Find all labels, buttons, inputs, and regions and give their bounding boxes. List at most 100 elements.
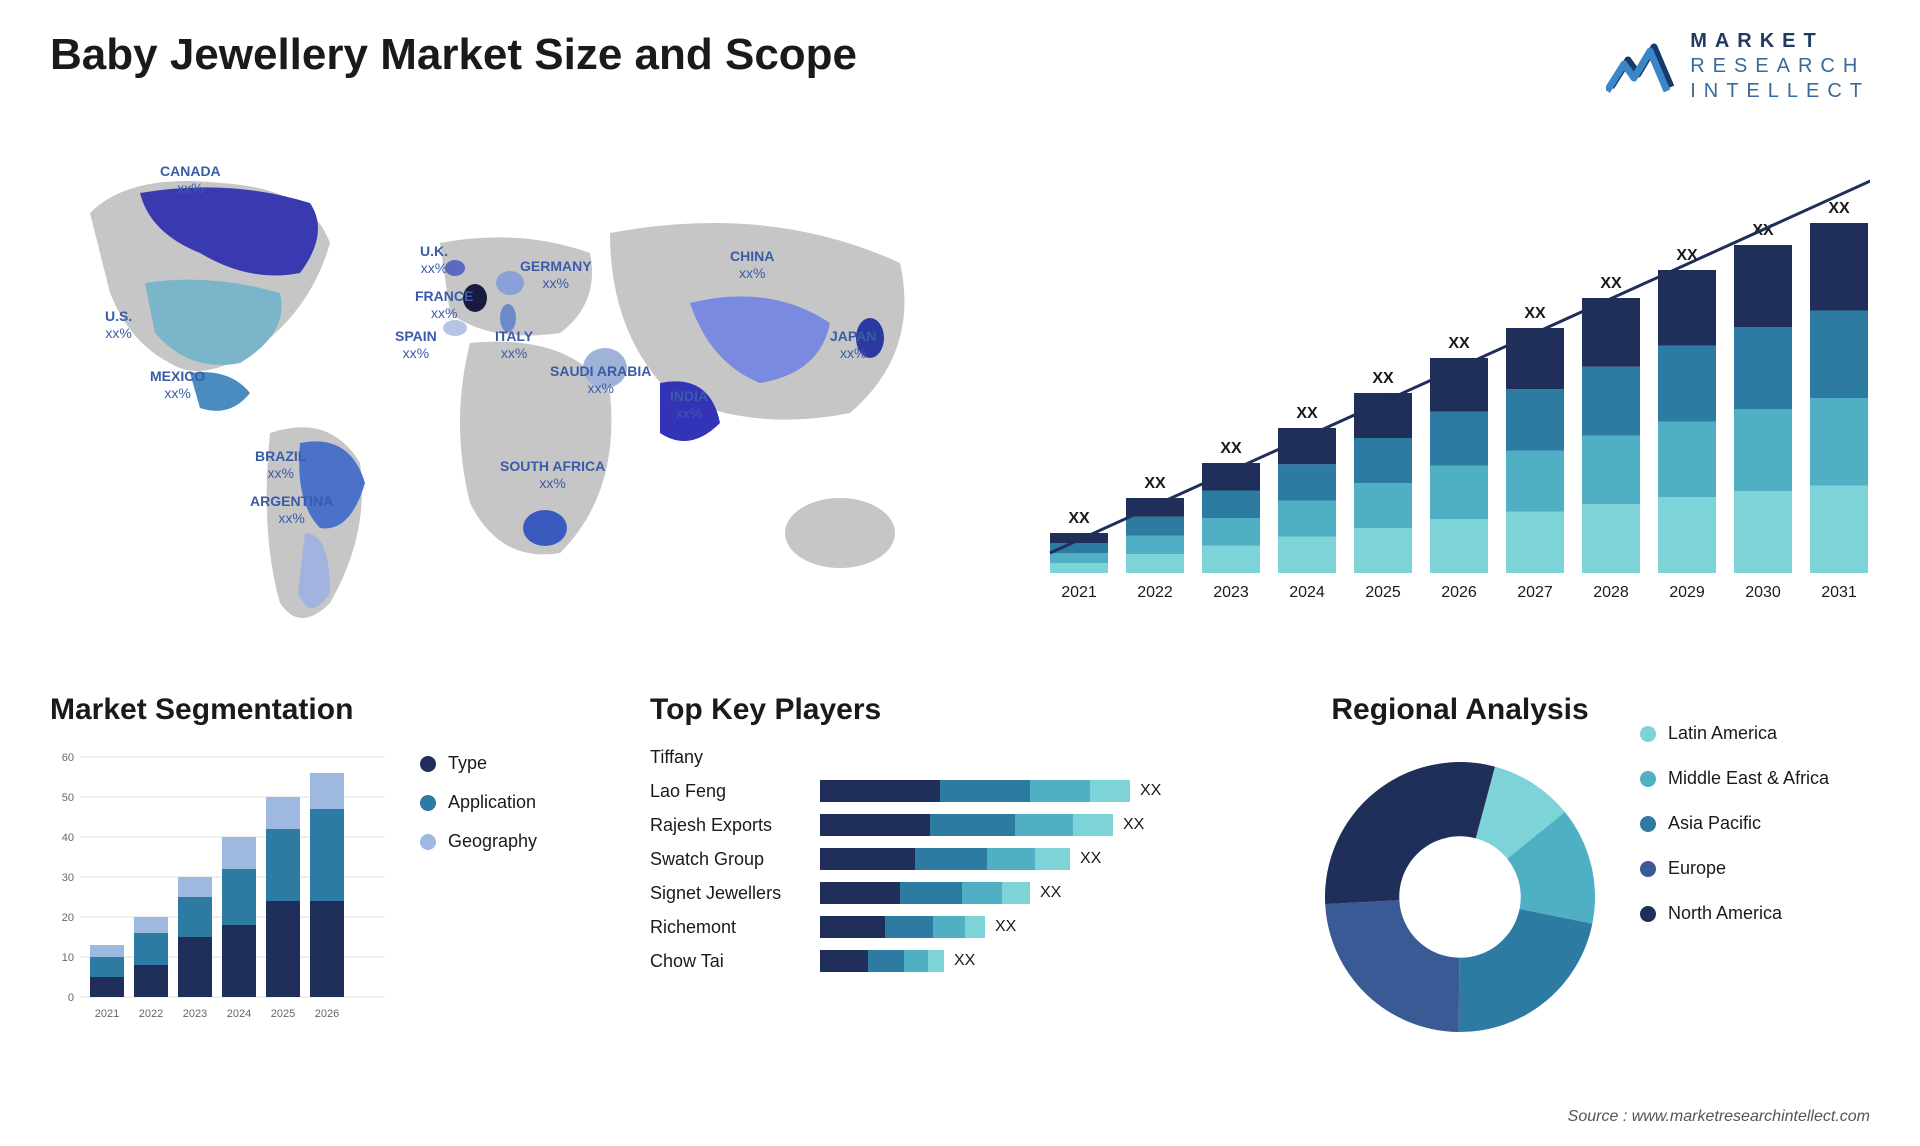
- regional-donut-chart: [1310, 747, 1610, 1047]
- players-title: Top Key Players: [650, 693, 1270, 727]
- segmentation-legend: Type Application Geography: [420, 693, 537, 1047]
- player-bar-segment: [1090, 780, 1130, 802]
- player-row: Lao Feng XX: [650, 780, 1270, 802]
- legend-label: Europe: [1668, 858, 1726, 879]
- svg-text:XX: XX: [1828, 200, 1850, 217]
- svg-text:2022: 2022: [1137, 584, 1173, 601]
- player-bar: [820, 780, 1130, 802]
- logo-line-2: RESEARCH: [1690, 55, 1870, 78]
- player-bar-segment: [885, 916, 933, 938]
- player-bar: [820, 916, 985, 938]
- svg-text:2024: 2024: [1289, 584, 1325, 601]
- regional-legend-item: Middle East & Africa: [1640, 768, 1829, 789]
- page-title: Baby Jewellery Market Size and Scope: [50, 30, 857, 80]
- player-bar-segment: [820, 916, 885, 938]
- svg-text:2026: 2026: [315, 1008, 339, 1020]
- map-label-spain: SPAINxx%: [395, 328, 437, 362]
- map-label-u-k-: U.K.xx%: [420, 243, 448, 277]
- svg-text:XX: XX: [1524, 305, 1546, 322]
- legend-swatch-icon: [420, 795, 436, 811]
- legend-label: Asia Pacific: [1668, 813, 1761, 834]
- svg-text:2026: 2026: [1441, 584, 1477, 601]
- player-row: Signet JewellersXX: [650, 882, 1270, 904]
- legend-swatch-icon: [1640, 726, 1656, 742]
- player-row: Richemont XX: [650, 916, 1270, 938]
- player-row: Rajesh ExportsXX: [650, 814, 1270, 836]
- svg-text:10: 10: [62, 952, 74, 964]
- player-bar: [820, 848, 1070, 870]
- player-bar-segment: [868, 950, 904, 972]
- legend-swatch-icon: [1640, 816, 1656, 832]
- logo-line-1: MARKET: [1690, 30, 1870, 53]
- player-bar-segment: [820, 780, 940, 802]
- player-row: Swatch GroupXX: [650, 848, 1270, 870]
- svg-text:XX: XX: [1296, 405, 1318, 422]
- player-name: Tiffany: [650, 747, 820, 768]
- segmentation-title: Market Segmentation: [50, 693, 390, 727]
- legend-label: Latin America: [1668, 723, 1777, 744]
- player-row: Chow TaiXX: [650, 950, 1270, 972]
- player-bar-segment: [1073, 814, 1113, 836]
- regional-legend: Latin America Middle East & Africa Asia Pa…: [1640, 693, 1829, 924]
- svg-text:20: 20: [62, 912, 74, 924]
- svg-text:2025: 2025: [1365, 584, 1401, 601]
- regional-title: Regional Analysis: [1310, 693, 1610, 727]
- svg-text:2030: 2030: [1745, 584, 1781, 601]
- svg-text:50: 50: [62, 792, 74, 804]
- player-value: XX: [995, 918, 1016, 936]
- svg-text:XX: XX: [1372, 370, 1394, 387]
- map-label-india: INDIAxx%: [670, 388, 708, 422]
- player-row: Tiffany: [650, 747, 1270, 768]
- players-chart: Tiffany Lao Feng XX Rajesh ExportsXX Swatch …: [650, 747, 1270, 972]
- legend-swatch-icon: [1640, 771, 1656, 787]
- svg-text:2029: 2029: [1669, 584, 1705, 601]
- player-value: XX: [1140, 782, 1161, 800]
- svg-text:2021: 2021: [1061, 584, 1097, 601]
- source-attribution: Source : www.marketresearchintellect.com: [1568, 1108, 1870, 1126]
- svg-text:40: 40: [62, 832, 74, 844]
- map-label-france: FRANCExx%: [415, 288, 473, 322]
- legend-label: Application: [448, 792, 536, 813]
- segmentation-chart: 0102030405060202120222023202420252026: [50, 747, 390, 1027]
- player-bar-segment: [1030, 780, 1090, 802]
- player-bar-segment: [1015, 814, 1073, 836]
- world-map-chart: CANADAxx%U.S.xx%MEXICOxx%BRAZILxx%ARGENT…: [50, 133, 970, 653]
- map-label-argentina: ARGENTINAxx%: [250, 493, 333, 527]
- player-bar-segment: [900, 882, 962, 904]
- player-bar-segment: [820, 950, 868, 972]
- map-label-saudi-arabia: SAUDI ARABIAxx%: [550, 363, 651, 397]
- segmentation-legend-item: Type: [420, 753, 537, 774]
- player-name: Chow Tai: [650, 951, 820, 972]
- svg-text:XX: XX: [1220, 440, 1242, 457]
- legend-swatch-icon: [420, 834, 436, 850]
- brand-logo: MARKET RESEARCH INTELLECT: [1606, 30, 1870, 103]
- player-bar-segment: [933, 916, 965, 938]
- player-bar-segment: [965, 916, 985, 938]
- player-bar-segment: [915, 848, 987, 870]
- player-bar: [820, 882, 1030, 904]
- segmentation-legend-item: Geography: [420, 831, 537, 852]
- svg-text:30: 30: [62, 872, 74, 884]
- svg-text:XX: XX: [1448, 335, 1470, 352]
- svg-text:2027: 2027: [1517, 584, 1553, 601]
- svg-text:2025: 2025: [271, 1008, 295, 1020]
- map-label-mexico: MEXICOxx%: [150, 368, 205, 402]
- player-name: Richemont: [650, 917, 820, 938]
- player-bar-segment: [962, 882, 1002, 904]
- map-label-south-africa: SOUTH AFRICAxx%: [500, 458, 605, 492]
- regional-legend-item: Latin America: [1640, 723, 1829, 744]
- player-bar-segment: [820, 882, 900, 904]
- svg-text:2031: 2031: [1821, 584, 1857, 601]
- player-name: Lao Feng: [650, 781, 820, 802]
- legend-label: North America: [1668, 903, 1782, 924]
- svg-text:XX: XX: [1600, 275, 1622, 292]
- player-bar-segment: [820, 814, 930, 836]
- player-value: XX: [1080, 850, 1101, 868]
- player-bar-segment: [904, 950, 928, 972]
- svg-text:2021: 2021: [95, 1008, 119, 1020]
- map-label-u-s-: U.S.xx%: [105, 308, 132, 342]
- legend-label: Middle East & Africa: [1668, 768, 1829, 789]
- player-value: XX: [1040, 884, 1061, 902]
- regional-legend-item: North America: [1640, 903, 1829, 924]
- svg-text:0: 0: [68, 992, 74, 1004]
